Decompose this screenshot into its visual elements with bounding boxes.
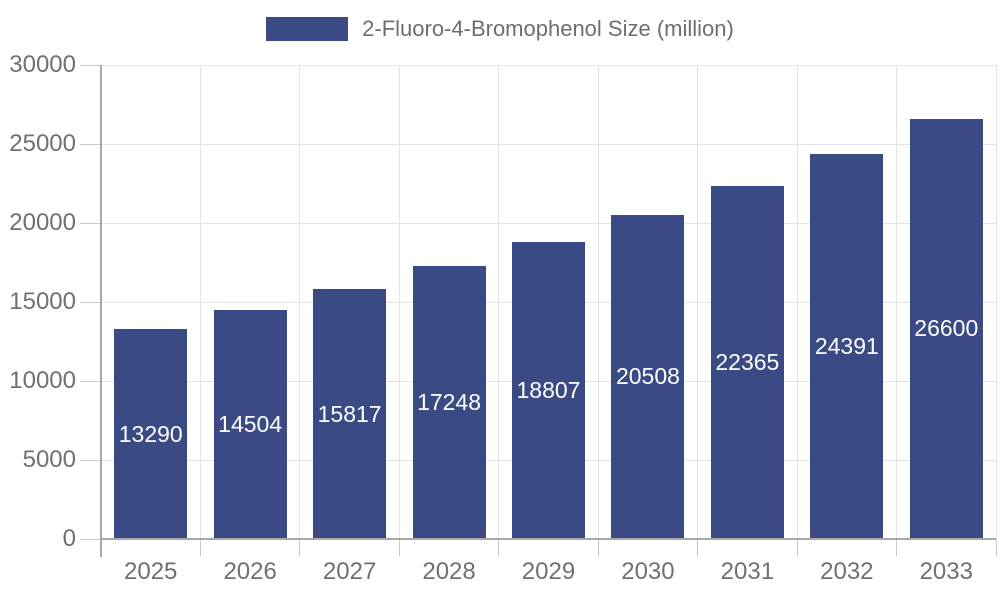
x-axis-label: 2029 bbox=[521, 558, 576, 585]
bar[interactable]: 17248 bbox=[412, 266, 486, 539]
x-axis-label: 2033 bbox=[919, 558, 973, 585]
gridline-horizontal bbox=[101, 143, 996, 145]
x-axis-label: 2027 bbox=[322, 558, 377, 585]
gridline-vertical bbox=[299, 65, 301, 539]
y-tick bbox=[80, 143, 101, 145]
x-tick bbox=[398, 539, 400, 556]
bar-value-label: 17248 bbox=[417, 389, 482, 416]
y-tick bbox=[80, 222, 101, 224]
y-axis-label: 15000 bbox=[9, 288, 76, 315]
y-axis-label: 30000 bbox=[9, 51, 76, 78]
y-tick bbox=[80, 380, 101, 382]
gridline-horizontal bbox=[101, 64, 996, 66]
bar-value-label: 13290 bbox=[118, 420, 183, 447]
x-tick bbox=[796, 539, 798, 556]
y-axis-line bbox=[100, 65, 102, 557]
x-tick bbox=[199, 539, 201, 556]
gridline-vertical bbox=[896, 65, 898, 539]
bar[interactable]: 26600 bbox=[909, 118, 983, 539]
bar[interactable]: 14504 bbox=[213, 309, 287, 539]
bar-value-label: 14504 bbox=[218, 410, 283, 437]
y-axis-label: 20000 bbox=[9, 209, 76, 236]
bar-value-label: 26600 bbox=[914, 315, 979, 342]
gridline-vertical bbox=[597, 65, 599, 539]
bar-value-label: 18807 bbox=[516, 376, 581, 403]
y-axis-label: 25000 bbox=[9, 130, 76, 157]
legend-label: 2-Fluoro-4-Bromophenol Size (million) bbox=[362, 16, 734, 41]
x-axis-label: 2026 bbox=[223, 558, 277, 585]
bar[interactable]: 24391 bbox=[810, 153, 884, 539]
bar-value-label: 15817 bbox=[317, 400, 382, 427]
gridline-vertical bbox=[995, 65, 997, 539]
bar-value-label: 22365 bbox=[715, 348, 780, 375]
bar-value-label: 24391 bbox=[814, 332, 879, 359]
y-tick bbox=[80, 301, 101, 303]
y-tick bbox=[80, 64, 101, 66]
x-axis-line bbox=[100, 538, 996, 540]
x-axis-label: 2030 bbox=[621, 558, 675, 585]
legend-swatch bbox=[266, 17, 349, 41]
x-tick bbox=[697, 539, 699, 556]
gridline-vertical bbox=[199, 65, 201, 539]
y-axis-label: 5000 bbox=[22, 446, 76, 473]
bar-value-label: 20508 bbox=[615, 363, 680, 390]
x-tick bbox=[597, 539, 599, 556]
x-tick bbox=[299, 539, 301, 556]
bar[interactable]: 22365 bbox=[710, 185, 784, 539]
y-tick bbox=[80, 538, 101, 540]
x-axis-label: 2031 bbox=[720, 558, 775, 585]
gridline-vertical bbox=[796, 65, 798, 539]
bar[interactable]: 13290 bbox=[114, 329, 188, 539]
x-axis-label: 2025 bbox=[124, 558, 178, 585]
legend[interactable]: 2-Fluoro-4-Bromophenol Size (million) bbox=[0, 16, 1000, 42]
gridline-vertical bbox=[498, 65, 500, 539]
x-axis-label: 2032 bbox=[820, 558, 874, 585]
gridline-vertical bbox=[398, 65, 400, 539]
x-tick bbox=[896, 539, 898, 556]
y-axis-label: 0 bbox=[62, 525, 76, 552]
bar[interactable]: 18807 bbox=[512, 241, 585, 539]
y-tick bbox=[80, 459, 101, 461]
bar[interactable]: 20508 bbox=[611, 214, 685, 539]
x-tick bbox=[995, 539, 997, 556]
x-tick bbox=[498, 539, 500, 556]
gridline-horizontal bbox=[101, 222, 996, 224]
gridline-vertical bbox=[697, 65, 699, 539]
bar[interactable]: 15817 bbox=[313, 289, 387, 539]
x-axis-label: 2028 bbox=[422, 558, 476, 585]
y-axis-label: 10000 bbox=[9, 367, 76, 394]
